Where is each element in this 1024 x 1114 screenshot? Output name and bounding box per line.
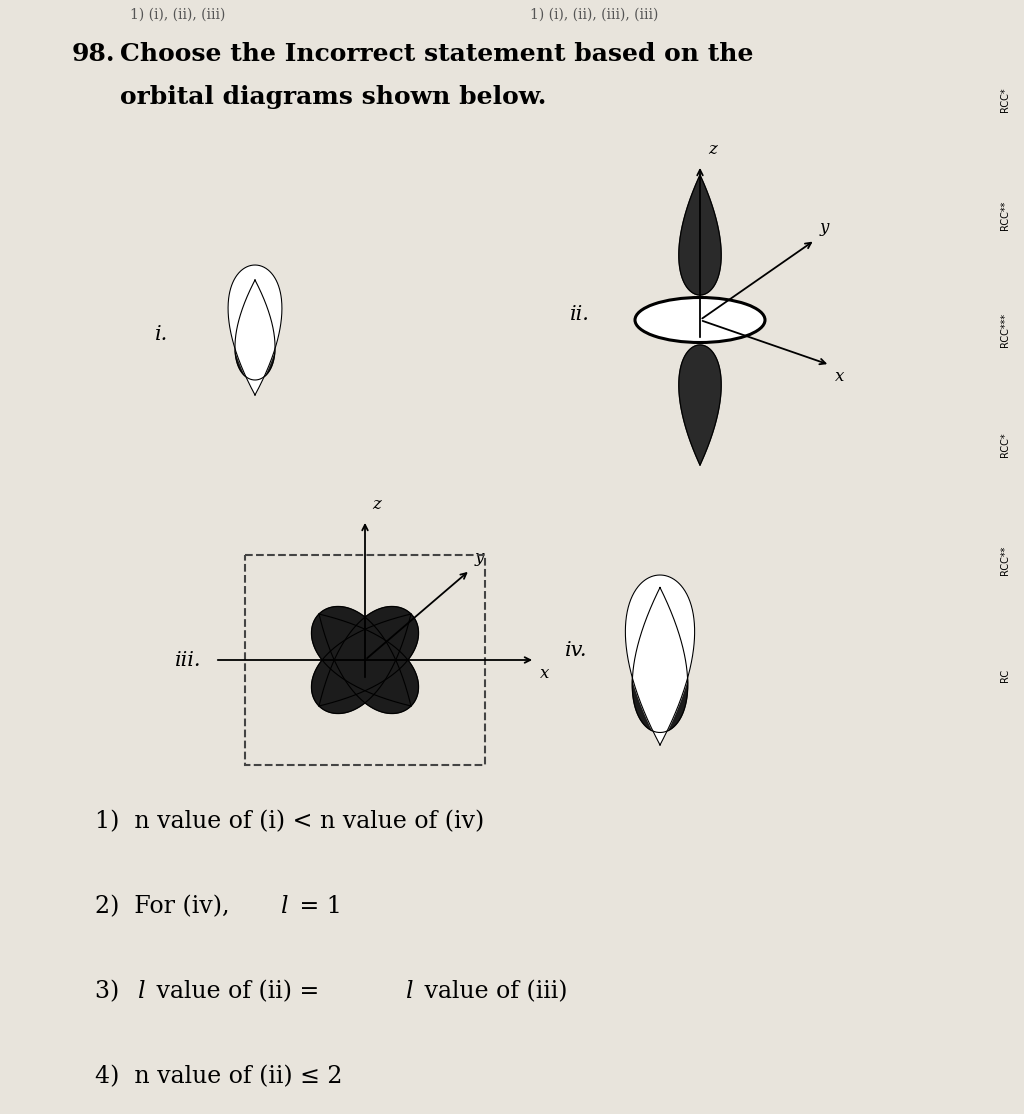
Text: Choose the Incorrect statement based on the: Choose the Incorrect statement based on … (120, 42, 754, 66)
Text: y: y (820, 219, 829, 236)
Text: RCC*: RCC* (1000, 432, 1010, 458)
Text: = 1: = 1 (292, 895, 342, 918)
Text: 1)  n value of (i) < n value of (iv): 1) n value of (i) < n value of (iv) (95, 810, 484, 833)
Text: value of (iii): value of (iii) (417, 980, 567, 1003)
Text: z: z (708, 141, 717, 158)
Text: 3): 3) (95, 980, 134, 1003)
Polygon shape (228, 265, 282, 395)
Text: 2)  For (iv),: 2) For (iv), (95, 895, 238, 918)
Text: 4)  n value of (ii) ≤ 2: 4) n value of (ii) ≤ 2 (95, 1065, 342, 1088)
Text: RCC*: RCC* (1000, 88, 1010, 113)
Text: 1) (i), (ii), (iii): 1) (i), (ii), (iii) (130, 8, 225, 22)
Text: RCC***: RCC*** (1000, 313, 1010, 348)
Polygon shape (679, 175, 721, 295)
Text: value of (ii) =: value of (ii) = (150, 980, 327, 1003)
Text: iv.: iv. (565, 641, 588, 659)
Text: l: l (137, 980, 144, 1003)
Text: iii.: iii. (175, 651, 202, 670)
Text: y: y (475, 549, 484, 566)
Text: x: x (835, 368, 845, 385)
Text: orbital diagrams shown below.: orbital diagrams shown below. (120, 85, 547, 109)
Text: RCC**: RCC** (1000, 546, 1010, 575)
Polygon shape (679, 345, 721, 465)
Text: l: l (280, 895, 288, 918)
Text: x: x (540, 665, 549, 682)
Polygon shape (234, 280, 275, 380)
Polygon shape (311, 606, 411, 706)
Text: 1) (i), (ii), (iii), (iii): 1) (i), (ii), (iii), (iii) (530, 8, 658, 22)
Text: 98.: 98. (72, 42, 116, 66)
Polygon shape (311, 614, 411, 713)
Polygon shape (319, 606, 419, 706)
Text: RC: RC (1000, 668, 1010, 682)
Ellipse shape (635, 297, 765, 342)
Polygon shape (319, 614, 419, 713)
Text: ii.: ii. (570, 305, 590, 324)
Text: RCC**: RCC** (1000, 201, 1010, 229)
Text: z: z (372, 496, 381, 514)
Polygon shape (626, 575, 694, 745)
Text: i.: i. (155, 325, 168, 344)
Text: l: l (406, 980, 413, 1003)
Polygon shape (632, 587, 688, 733)
